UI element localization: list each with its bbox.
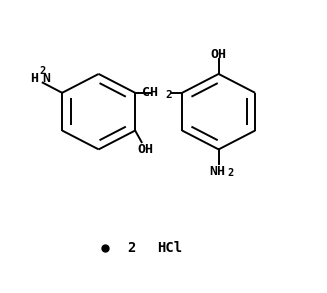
Text: CH: CH	[142, 86, 158, 99]
Text: N: N	[43, 72, 50, 85]
Text: NH: NH	[209, 165, 225, 178]
Text: H: H	[30, 72, 38, 85]
Text: 2: 2	[127, 241, 135, 255]
Text: 2: 2	[39, 66, 45, 76]
Text: OH: OH	[211, 48, 227, 61]
Text: OH: OH	[137, 143, 153, 156]
Text: 2: 2	[228, 168, 234, 178]
Text: HCl: HCl	[157, 241, 182, 255]
Text: 2: 2	[166, 90, 172, 100]
